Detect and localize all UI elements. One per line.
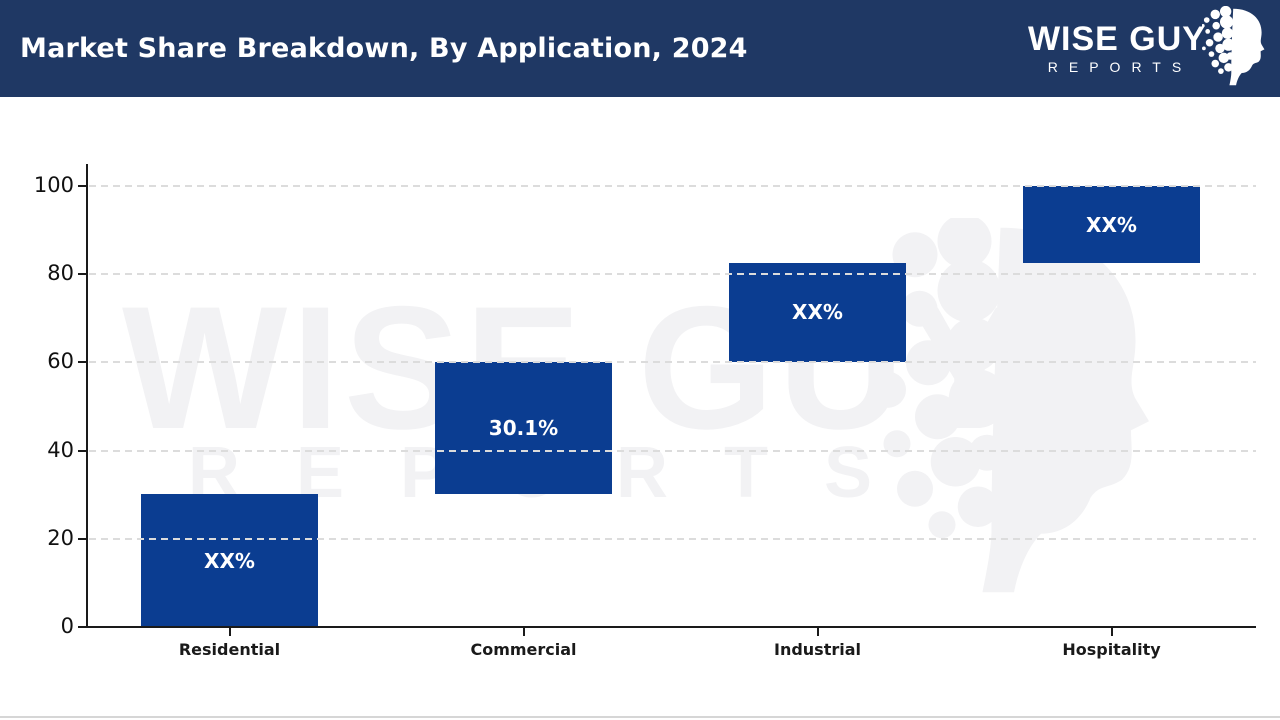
page-title: Market Share Breakdown, By Application, … <box>20 33 748 64</box>
bar-value-label: XX% <box>204 548 255 573</box>
bar-value-label: 30.1% <box>488 415 559 440</box>
bar-residential: XX% <box>141 494 318 627</box>
logo-wise-guy-label: WISE GUY <box>1027 20 1206 58</box>
bar-value-label: XX% <box>1086 212 1137 237</box>
y-tick-label-20: 20 <box>47 525 74 550</box>
logo-reports-label: REPORTS <box>1047 59 1193 75</box>
y-tick-label-40: 40 <box>47 437 74 462</box>
y-tick-label-80: 80 <box>47 261 74 286</box>
x-tick-mark-industrial <box>816 628 819 636</box>
wise-guy-reports-logo: WISE GUY REPORTS <box>1000 0 1272 97</box>
y-axis-line <box>86 164 88 628</box>
y-tick-mark-40 <box>78 449 86 452</box>
footer-divider <box>0 716 1280 718</box>
bar-hospitality: XX% <box>1023 186 1200 264</box>
gridline-60 <box>89 361 1256 364</box>
y-tick-mark-100 <box>78 185 86 187</box>
y-tick-label-0: 0 <box>60 614 74 638</box>
y-tick-label-100: 100 <box>33 173 74 197</box>
gridline-100 <box>89 185 1256 187</box>
x-tick-label-industrial: Industrial <box>773 640 861 659</box>
y-tick-mark-20 <box>78 537 86 540</box>
y-tick-mark-0 <box>78 626 86 628</box>
gridline-40 <box>89 449 1256 452</box>
bar-value-label: XX% <box>792 300 843 325</box>
y-tick-mark-80 <box>78 273 86 276</box>
report-header: Market Share Breakdown, By Application, … <box>0 0 1280 97</box>
logo-head-icon <box>1202 6 1265 86</box>
y-tick-mark-60 <box>78 361 86 364</box>
y-tick-label-60: 60 <box>47 349 74 374</box>
x-axis-line <box>86 626 1256 628</box>
gridline-80 <box>89 273 1256 276</box>
bar-commercial: 30.1% <box>435 361 612 495</box>
x-tick-label-residential: Residential <box>178 640 281 659</box>
gridline-20 <box>89 537 1256 540</box>
bar-industrial: XX% <box>729 263 906 362</box>
x-tick-label-hospitality: Hospitality <box>1062 640 1161 659</box>
x-tick-mark-commercial <box>522 628 525 636</box>
x-tick-mark-residential <box>228 628 231 636</box>
x-tick-label-commercial: Commercial <box>470 640 577 659</box>
x-tick-mark-hospitality <box>1110 628 1113 636</box>
logo-text: WISE GUY REPORTS <box>1028 22 1206 75</box>
